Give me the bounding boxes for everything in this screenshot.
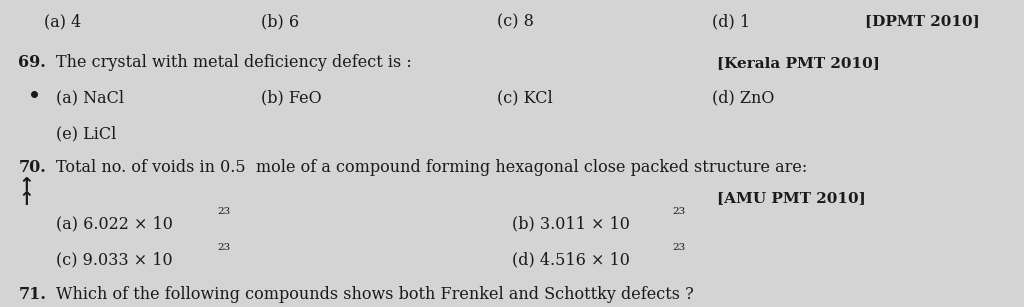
Text: [Kerala PMT 2010]: [Kerala PMT 2010] [717, 56, 880, 70]
Text: The crystal with metal deficiency defect is :: The crystal with metal deficiency defect… [56, 54, 412, 72]
Text: [DPMT 2010]: [DPMT 2010] [865, 14, 980, 29]
Text: (a) 4: (a) 4 [44, 13, 81, 30]
Text: 71.: 71. [18, 286, 46, 303]
Text: (c) 9.033 × 10: (c) 9.033 × 10 [56, 251, 173, 268]
Text: 23: 23 [217, 207, 230, 216]
Text: (b) 6: (b) 6 [261, 13, 299, 30]
Text: Total no. of voids in 0.5  mole of a compound forming hexagonal close packed str: Total no. of voids in 0.5 mole of a comp… [56, 159, 808, 176]
Text: 23: 23 [673, 243, 686, 252]
Text: ↑: ↑ [18, 190, 34, 209]
Text: (a) NaCl: (a) NaCl [56, 90, 125, 107]
Text: 23: 23 [217, 243, 230, 252]
Text: [AMU PMT 2010]: [AMU PMT 2010] [717, 191, 865, 205]
Text: (e) LiCl: (e) LiCl [56, 125, 117, 142]
Text: (c) 8: (c) 8 [497, 13, 534, 30]
Text: (d) ZnO: (d) ZnO [712, 90, 774, 107]
Text: 23: 23 [673, 207, 686, 216]
Text: (a) 6.022 × 10: (a) 6.022 × 10 [56, 216, 173, 233]
Text: ↑: ↑ [18, 176, 34, 195]
Text: 70.: 70. [18, 159, 46, 176]
Text: (b) FeO: (b) FeO [261, 90, 322, 107]
Text: (d) 4.516 × 10: (d) 4.516 × 10 [512, 251, 630, 268]
Text: Which of the following compounds shows both Frenkel and Schottky defects ?: Which of the following compounds shows b… [56, 286, 694, 303]
Text: (c) KCl: (c) KCl [497, 90, 552, 107]
Text: (d) 1: (d) 1 [712, 13, 750, 30]
Text: 69.: 69. [18, 54, 46, 72]
Text: (b) 3.011 × 10: (b) 3.011 × 10 [512, 216, 630, 233]
